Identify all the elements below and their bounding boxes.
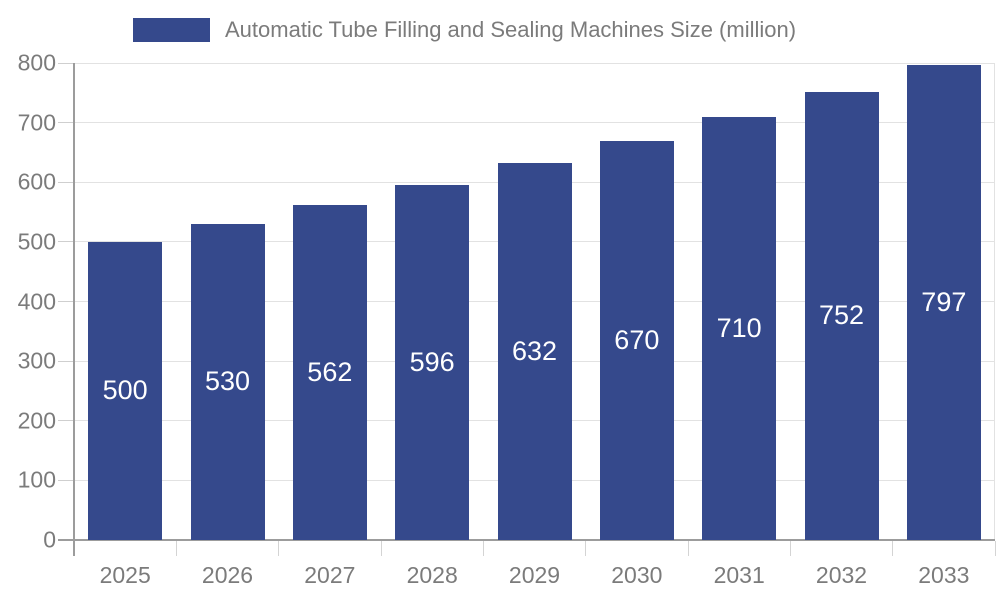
x-axis-label-2027: 2027 (304, 562, 356, 588)
x-tick-4 (482, 541, 484, 556)
y-tick-600 (58, 181, 74, 183)
bar-value-2032: 752 (818, 300, 865, 331)
bar-2031[interactable]: 710 (702, 116, 777, 540)
bar-value-2033: 797 (921, 286, 967, 317)
bar-value-2028: 596 (409, 346, 455, 377)
plot-border-right (994, 63, 995, 540)
x-tick-8 (892, 541, 894, 556)
bar-2025[interactable]: 500 (88, 241, 163, 540)
y-axis-label-800: 800 (17, 49, 56, 76)
y-tick-700 (58, 122, 74, 124)
x-tick-7 (789, 541, 791, 556)
x-axis-line (58, 539, 995, 541)
x-axis-label-2030: 2030 (611, 562, 663, 588)
x-axis-label-2025: 2025 (99, 562, 151, 588)
bar-2030[interactable]: 670 (599, 140, 674, 540)
bar-value-2026: 530 (204, 366, 251, 397)
bar-2033[interactable]: 797 (906, 64, 981, 540)
y-axis-label-100: 100 (17, 466, 56, 493)
legend[interactable]: Automatic Tube Filling and Sealing Machi… (133, 17, 796, 43)
y-tick-800 (58, 62, 74, 64)
x-axis-label-2026: 2026 (201, 562, 254, 588)
x-tick-9 (994, 541, 996, 556)
bar-2032[interactable]: 752 (804, 91, 879, 540)
bar-value-2025: 500 (102, 375, 148, 406)
x-axis-label-2028: 2028 (406, 562, 458, 588)
bar-value-2027: 562 (307, 356, 353, 387)
x-axis-label-2032: 2032 (815, 562, 868, 588)
y-tick-300 (58, 360, 74, 362)
x-axis-label-2033: 2033 (918, 562, 970, 588)
legend-label: Automatic Tube Filling and Sealing Machi… (225, 17, 797, 42)
bar-value-2030: 670 (614, 324, 660, 355)
bar-value-2029: 632 (511, 336, 558, 367)
bar-2027[interactable]: 562 (292, 204, 367, 540)
x-axis-label-2029: 2029 (508, 562, 561, 588)
bar-value-2031: 710 (716, 312, 762, 343)
y-tick-200 (58, 420, 74, 422)
y-axis-label-0: 0 (43, 526, 56, 553)
x-tick-1 (175, 541, 177, 556)
y-axis-label-600: 600 (17, 168, 56, 195)
legend-swatch (133, 18, 210, 42)
bar-2026[interactable]: 530 (190, 223, 265, 540)
y-tick-100 (58, 479, 74, 481)
x-tick-3 (380, 541, 382, 556)
x-tick-2 (278, 541, 280, 556)
y-axis-label-200: 200 (17, 407, 56, 434)
y-tick-500 (58, 241, 74, 243)
y-axis-label-500: 500 (17, 228, 56, 255)
gridline-800 (74, 62, 995, 64)
gridline-700 (74, 122, 995, 124)
bar-2029[interactable]: 632 (497, 163, 572, 540)
x-axis-label-2031: 2031 (713, 562, 765, 588)
y-axis-label-300: 300 (17, 347, 56, 374)
y-axis-label-700: 700 (17, 109, 56, 136)
y-axis-label-400: 400 (17, 288, 56, 314)
y-axis-line (73, 63, 75, 556)
y-tick-400 (58, 301, 74, 302)
x-tick-6 (687, 541, 689, 556)
bar-2028[interactable]: 596 (395, 184, 470, 540)
x-tick-5 (585, 541, 587, 556)
